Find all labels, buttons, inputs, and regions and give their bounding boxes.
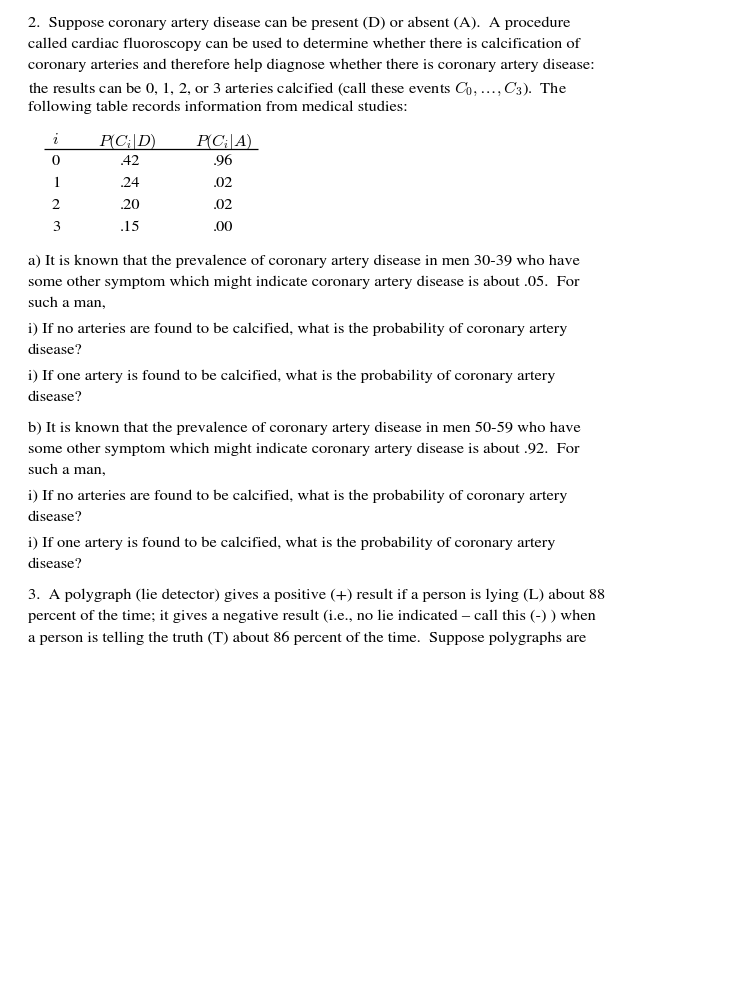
Text: such a man,: such a man, bbox=[28, 297, 106, 311]
Text: a) It is known that the prevalence of coronary artery disease in men 30-39 who h: a) It is known that the prevalence of co… bbox=[28, 255, 580, 269]
Text: .00: .00 bbox=[213, 221, 233, 234]
Text: disease?: disease? bbox=[28, 558, 82, 571]
Text: i) If one artery is found to be calcified, what is the probability of coronary a: i) If one artery is found to be calcifie… bbox=[28, 537, 555, 550]
Text: .02: .02 bbox=[213, 199, 233, 212]
Text: following table records information from medical studies:: following table records information from… bbox=[28, 101, 408, 114]
Text: disease?: disease? bbox=[28, 511, 82, 524]
Text: i) If one artery is found to be calcified, what is the probability of coronary a: i) If one artery is found to be calcifie… bbox=[28, 370, 555, 384]
Text: 3.  A polygraph (lie detector) gives a positive (+) result if a person is lying : 3. A polygraph (lie detector) gives a po… bbox=[28, 589, 605, 602]
Text: b) It is known that the prevalence of coronary artery disease in men 50-59 who h: b) It is known that the prevalence of co… bbox=[28, 422, 580, 436]
Text: $P(C_i|D)$: $P(C_i|D)$ bbox=[98, 132, 157, 152]
Text: the results can be 0, 1, 2, or 3 arteries calcified (call these events $C_0,\ldo: the results can be 0, 1, 2, or 3 arterie… bbox=[28, 80, 567, 98]
Text: .20: .20 bbox=[120, 199, 140, 212]
Text: .42: .42 bbox=[120, 155, 140, 168]
Text: .24: .24 bbox=[120, 177, 140, 190]
Text: disease?: disease? bbox=[28, 391, 82, 405]
Text: some other symptom which might indicate coronary artery disease is about .05.  F: some other symptom which might indicate … bbox=[28, 276, 580, 290]
Text: percent of the time; it gives a negative result (i.e., no lie indicated – call t: percent of the time; it gives a negative… bbox=[28, 610, 596, 623]
Text: 2: 2 bbox=[52, 199, 60, 212]
Text: .15: .15 bbox=[120, 221, 141, 234]
Text: 0: 0 bbox=[52, 155, 60, 168]
Text: some other symptom which might indicate coronary artery disease is about .92.  F: some other symptom which might indicate … bbox=[28, 443, 580, 456]
Text: i) If no arteries are found to be calcified, what is the probability of coronary: i) If no arteries are found to be calcif… bbox=[28, 323, 567, 337]
Text: .96: .96 bbox=[213, 155, 233, 168]
Text: 1: 1 bbox=[52, 177, 60, 190]
Text: $P(C_i|A)$: $P(C_i|A)$ bbox=[195, 132, 252, 152]
Text: such a man,: such a man, bbox=[28, 464, 106, 477]
Text: a person is telling the truth (T) about 86 percent of the time.  Suppose polygra: a person is telling the truth (T) about … bbox=[28, 631, 586, 645]
Text: called cardiac fluoroscopy can be used to determine whether there is calcificati: called cardiac fluoroscopy can be used t… bbox=[28, 38, 580, 51]
Text: $i$: $i$ bbox=[52, 132, 58, 147]
Text: 2.  Suppose coronary artery disease can be present (D) or absent (A).  A procedu: 2. Suppose coronary artery disease can b… bbox=[28, 17, 570, 30]
Text: coronary arteries and therefore help diagnose whether there is coronary artery d: coronary arteries and therefore help dia… bbox=[28, 59, 595, 72]
Text: .02: .02 bbox=[213, 177, 233, 190]
Text: i) If no arteries are found to be calcified, what is the probability of coronary: i) If no arteries are found to be calcif… bbox=[28, 490, 567, 503]
Text: 3: 3 bbox=[52, 221, 60, 234]
Text: disease?: disease? bbox=[28, 344, 82, 358]
